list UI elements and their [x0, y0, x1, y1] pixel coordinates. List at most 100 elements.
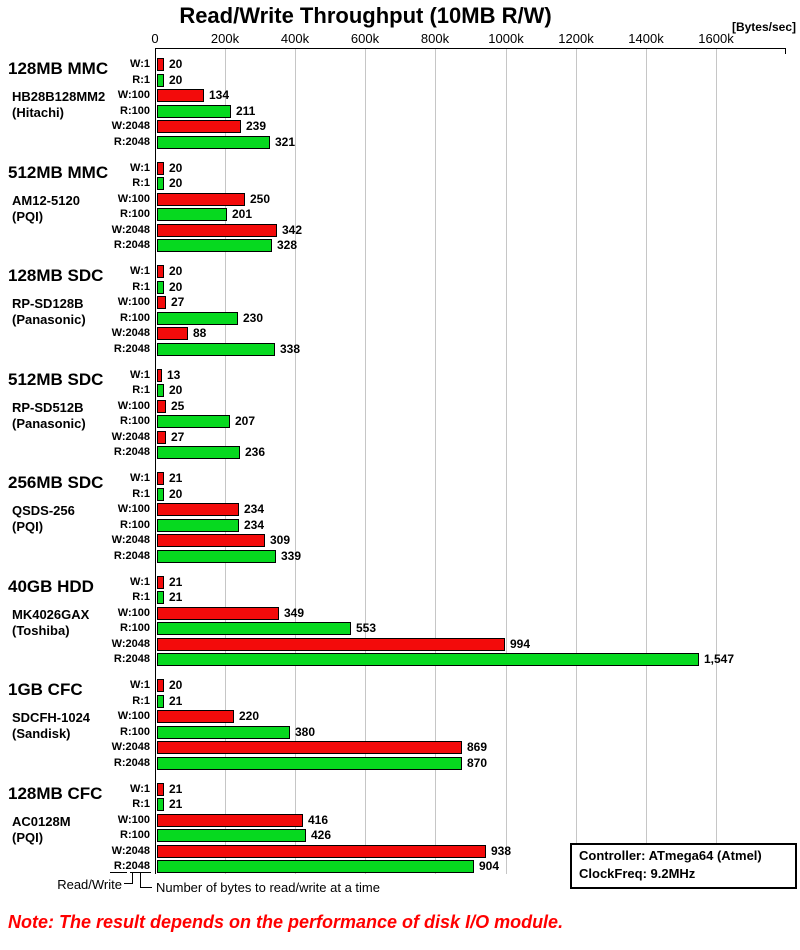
bar-value-label: 309 [270, 533, 291, 547]
bar-row-label: W:2048 [111, 638, 150, 650]
bar-row-label: W:2048 [111, 120, 150, 132]
write-bar [157, 679, 164, 692]
bar-row-label: R:100 [120, 208, 150, 220]
bar-value-label: 27 [171, 430, 185, 444]
device-maker: (PQI) [12, 519, 44, 534]
bar-row-label: W:100 [117, 296, 150, 308]
bar-row-label: W:1 [130, 162, 150, 174]
bar-value-label: 234 [244, 518, 265, 532]
device-name: 512MB SDC [8, 370, 104, 389]
info-clockfreq-line: ClockFreq: 9.2MHz [579, 866, 696, 881]
device-model: RP-SD128B [12, 296, 84, 311]
bar-row-label: R:1 [132, 798, 150, 810]
write-bar [157, 58, 164, 71]
bar-value-label: 380 [295, 725, 316, 739]
bar-row-label: R:100 [120, 519, 150, 531]
bar-value-label: 234 [244, 502, 265, 516]
bar-value-label: 869 [467, 740, 488, 754]
bar-value-label: 88 [193, 326, 207, 340]
read-bar [157, 281, 164, 294]
read-bar [157, 343, 275, 356]
write-bar [157, 193, 245, 206]
bar-value-label: 321 [275, 135, 296, 149]
bar-value-label: 416 [308, 813, 329, 827]
bar-value-label: 201 [232, 207, 253, 221]
bar-row-label: R:100 [120, 726, 150, 738]
write-bar [157, 783, 164, 796]
bar-row-label: R:2048 [113, 136, 150, 148]
read-bar [157, 653, 699, 666]
bar-row-label: R:2048 [113, 550, 150, 562]
x-grid-line [506, 49, 507, 874]
bar-value-label: 20 [169, 280, 183, 294]
device-maker: (Panasonic) [12, 312, 86, 327]
bar-value-label: 20 [169, 57, 183, 71]
device-model: HB28B128MM2 [12, 89, 106, 104]
bar-value-label: 20 [169, 487, 183, 501]
read-bar [157, 622, 351, 635]
read-bar [157, 829, 306, 842]
bar-value-label: 21 [169, 694, 183, 708]
legend-bracket-bytes-horizontal [140, 887, 152, 888]
info-controller-line: Controller: ATmega64 (Atmel) [579, 848, 762, 863]
device-maker: (Sandisk) [12, 726, 71, 741]
bar-row-label: R:100 [120, 105, 150, 117]
bar-value-label: 20 [169, 161, 183, 175]
bar-row-label: R:2048 [113, 343, 150, 355]
write-bar [157, 224, 277, 237]
device-model: RP-SD512B [12, 400, 84, 415]
x-grid-line [435, 49, 436, 874]
legend-bytes-label: Number of bytes to read/write at a time [156, 880, 380, 895]
read-bar [157, 798, 164, 811]
x-tick-label: 1000k [488, 31, 524, 46]
x-grid-line [646, 49, 647, 874]
x-tick-label: 0 [151, 31, 159, 46]
legend-read-write-label: Read/Write [57, 877, 122, 892]
read-bar [157, 757, 462, 770]
write-bar [157, 534, 265, 547]
device-name: 128MB SDC [8, 266, 104, 285]
write-bar [157, 638, 505, 651]
bar-value-label: 21 [169, 782, 183, 796]
device-name: 40GB HDD [8, 577, 94, 596]
bar-row-label: W:1 [130, 783, 150, 795]
bar-row-label: W:2048 [111, 224, 150, 236]
bar-row-label: W:1 [130, 58, 150, 70]
write-bar [157, 89, 204, 102]
read-bar [157, 695, 164, 708]
bar-value-label: 553 [356, 621, 377, 635]
x-tick-label: 800k [420, 31, 450, 46]
x-axis-line [155, 48, 785, 49]
write-bar [157, 162, 164, 175]
device-maker: (PQI) [12, 830, 44, 845]
bar-row-label: R:1 [132, 488, 150, 500]
write-bar [157, 431, 166, 444]
bar-value-label: 20 [169, 73, 183, 87]
bar-row-label: W:1 [130, 679, 150, 691]
read-bar [157, 446, 240, 459]
bar-row-label: R:1 [132, 281, 150, 293]
read-bar [157, 136, 270, 149]
bar-value-label: 250 [250, 192, 271, 206]
bar-row-label: W:100 [117, 89, 150, 101]
device-name: 512MB MMC [8, 163, 109, 182]
bar-row-label: W:1 [130, 472, 150, 484]
x-tick-label: 1400k [628, 31, 664, 46]
write-bar [157, 296, 166, 309]
bar-value-label: 220 [239, 709, 260, 723]
bar-value-label: 342 [282, 223, 303, 237]
read-bar [157, 208, 227, 221]
write-bar [157, 120, 241, 133]
bar-value-label: 27 [171, 295, 185, 309]
bar-row-label: R:1 [132, 74, 150, 86]
device-maker: (PQI) [12, 209, 44, 224]
bar-row-label: W:100 [117, 814, 150, 826]
device-name: 1GB CFC [8, 680, 83, 699]
write-bar [157, 741, 462, 754]
write-bar [157, 607, 279, 620]
read-bar [157, 415, 230, 428]
device-model: AC0128M [12, 814, 71, 829]
read-bar [157, 488, 164, 501]
